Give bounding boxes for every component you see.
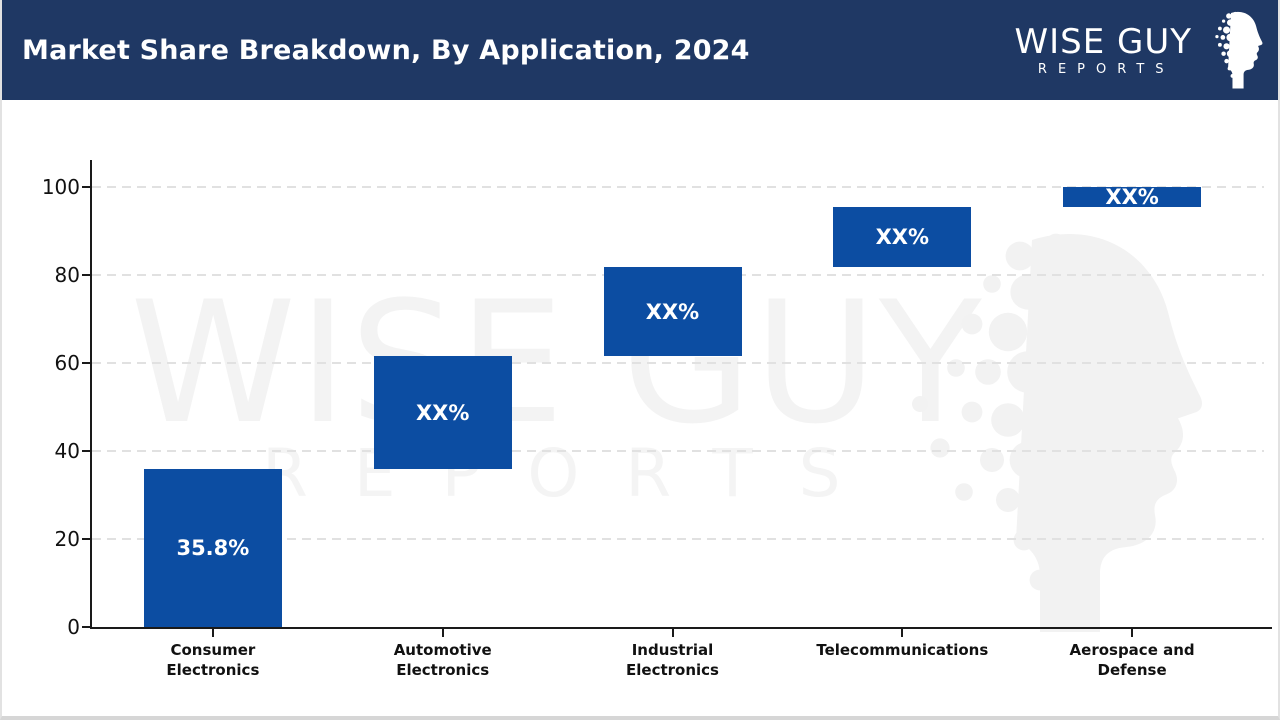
x-category-line: Telecommunications (816, 641, 989, 659)
x-category-line: Consumer (170, 641, 256, 659)
x-category-line: Aerospace and (1069, 641, 1195, 659)
y-tick-mark-60 (82, 362, 90, 364)
y-tick-mark-80 (82, 274, 90, 276)
bar-value-label-industrial-electronics: XX% (645, 299, 700, 324)
bar-consumer-electronics: 35.8% (143, 469, 282, 627)
gridline-20 (92, 538, 1264, 540)
header-band: Market Share Breakdown, By Application, … (2, 0, 1278, 100)
y-tick-mark-40 (82, 450, 90, 452)
bar-telecommunications: XX% (833, 206, 972, 268)
x-category-label-telecommunications: Telecommunications (787, 640, 1017, 660)
y-tick-label-40: 40 (54, 439, 80, 463)
x-category-line: Electronics (396, 661, 490, 679)
x-category-line: Industrial (631, 641, 714, 659)
x-category-label-industrial-electronics: Industrial Electronics (558, 640, 788, 680)
wiseguy-face-icon (1215, 11, 1263, 89)
x-tick-mark-telecommunications (901, 629, 904, 637)
y-tick-label-100: 100 (41, 175, 80, 199)
page-title: Market Share Breakdown, By Application, … (22, 34, 750, 66)
x-tick-mark-aerospace-and-defense (1131, 629, 1134, 637)
y-tick-mark-0 (82, 626, 90, 628)
bar-industrial-electronics: XX% (603, 267, 742, 357)
x-tick-mark-automotive-electronics (441, 629, 444, 637)
y-tick-label-80: 80 (54, 263, 80, 287)
y-tick-mark-100 (82, 186, 90, 188)
gridline-40 (92, 450, 1264, 452)
x-category-line: Electronics (626, 661, 719, 679)
x-category-line: Electronics (166, 661, 260, 679)
x-category-line: Automotive (393, 641, 492, 659)
bar-value-label-aerospace-and-defense: XX% (1105, 184, 1159, 209)
x-tick-mark-industrial-electronics (671, 629, 674, 637)
bar-value-label-telecommunications: XX% (875, 224, 930, 249)
wiseguy-logo-text: WISE GUY REPORTS (1014, 25, 1192, 76)
bar-automotive-electronics: XX% (373, 356, 512, 470)
logo-wordmark: WISE GUY (1014, 21, 1192, 62)
x-tick-mark-consumer-electronics (211, 629, 214, 637)
bar-aerospace-and-defense: XX% (1063, 184, 1202, 209)
logo-subword: REPORTS (1037, 61, 1175, 77)
bar-value-label-automotive-electronics: XX% (415, 400, 470, 425)
y-axis-spine (90, 160, 92, 629)
x-axis-spine (90, 627, 1272, 629)
y-tick-mark-20 (82, 538, 90, 540)
gridline-60 (92, 362, 1264, 364)
x-category-label-consumer-electronics: Consumer Electronics (98, 640, 328, 680)
bar-value-label-consumer-electronics: 35.8% (176, 536, 250, 561)
y-tick-label-20: 20 (54, 527, 80, 551)
gridline-100 (92, 186, 1264, 188)
x-category-line: Defense (1097, 661, 1167, 679)
x-category-label-automotive-electronics: Automotive Electronics (328, 640, 558, 680)
x-category-label-aerospace-and-defense: Aerospace and Defense (1017, 640, 1247, 680)
y-tick-label-0: 0 (67, 615, 80, 639)
y-tick-label-60: 60 (54, 351, 80, 375)
wiseguy-logo: WISE GUY REPORTS (1014, 8, 1268, 92)
